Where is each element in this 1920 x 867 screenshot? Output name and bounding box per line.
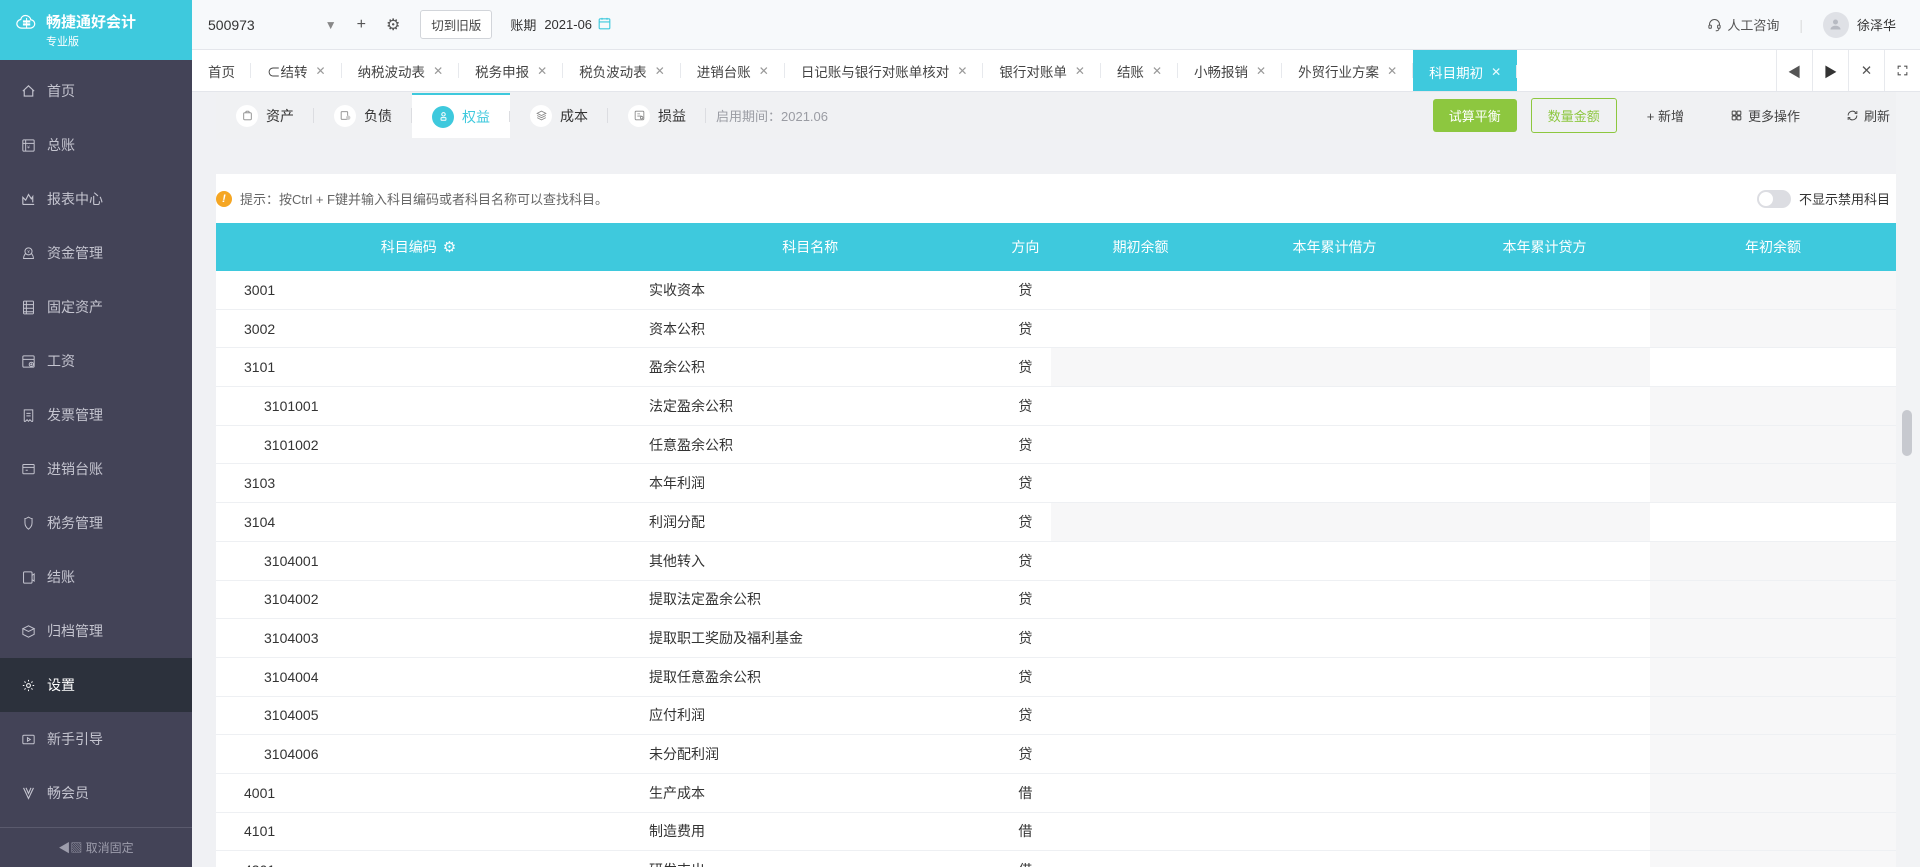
svg-text:¥: ¥ [27,144,30,150]
svg-text:¥: ¥ [27,249,30,254]
